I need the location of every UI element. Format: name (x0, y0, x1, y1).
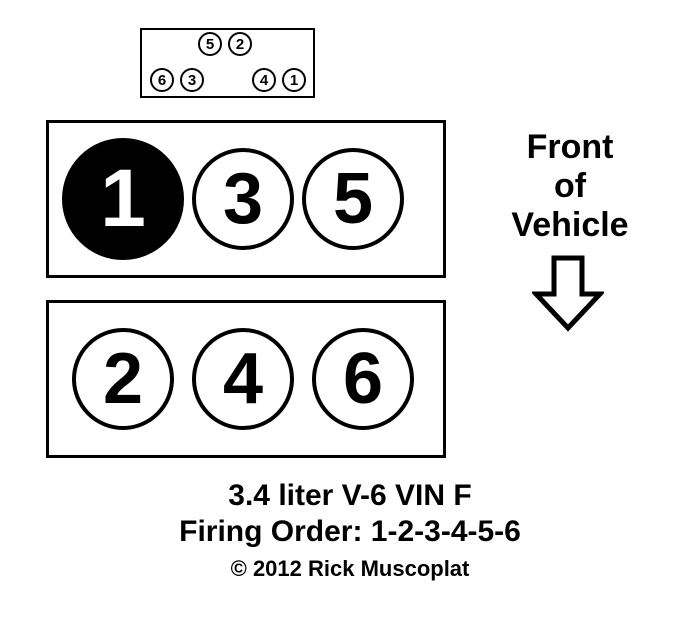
coil-terminal-4: 4 (252, 68, 276, 92)
coil-label: 6 (158, 72, 166, 89)
front-label-line: Front (480, 128, 660, 167)
coil-terminal-1: 1 (282, 68, 306, 92)
cylinder-label: 3 (223, 158, 263, 240)
front-label-line: Vehicle (480, 206, 660, 245)
copyright-label: © 2012 Rick Muscoplat (231, 556, 470, 581)
cylinder-1: 1 (62, 138, 184, 260)
cylinder-4: 4 (192, 328, 294, 430)
cylinder-2: 2 (72, 328, 174, 430)
down-arrow-icon (532, 254, 604, 332)
cylinder-3: 3 (192, 148, 294, 250)
front-label-line: of (480, 167, 660, 206)
coil-terminal-5: 5 (198, 32, 222, 56)
cylinder-label: 4 (223, 338, 263, 420)
cylinder-6: 6 (312, 328, 414, 430)
copyright-text: © 2012 Rick Muscoplat (0, 556, 700, 582)
coil-terminal-2: 2 (228, 32, 252, 56)
coil-label: 5 (206, 36, 214, 53)
cylinder-5: 5 (302, 148, 404, 250)
caption-line-2: Firing Order: 1-2-3-4-5-6 (0, 514, 700, 550)
front-of-vehicle-label: Front of Vehicle (480, 128, 660, 245)
cylinder-label: 2 (103, 338, 143, 420)
coil-label: 3 (188, 72, 196, 89)
cylinder-label: 5 (333, 158, 373, 240)
coil-terminal-3: 3 (180, 68, 204, 92)
caption-line-1: 3.4 liter V-6 VIN F (0, 478, 700, 514)
cylinder-label: 6 (343, 338, 383, 420)
coil-terminal-6: 6 (150, 68, 174, 92)
engine-caption: 3.4 liter V-6 VIN F Firing Order: 1-2-3-… (0, 478, 700, 550)
coil-label: 4 (260, 72, 268, 89)
cylinder-label: 1 (100, 152, 146, 246)
coil-label: 1 (290, 72, 298, 89)
coil-label: 2 (236, 36, 244, 53)
